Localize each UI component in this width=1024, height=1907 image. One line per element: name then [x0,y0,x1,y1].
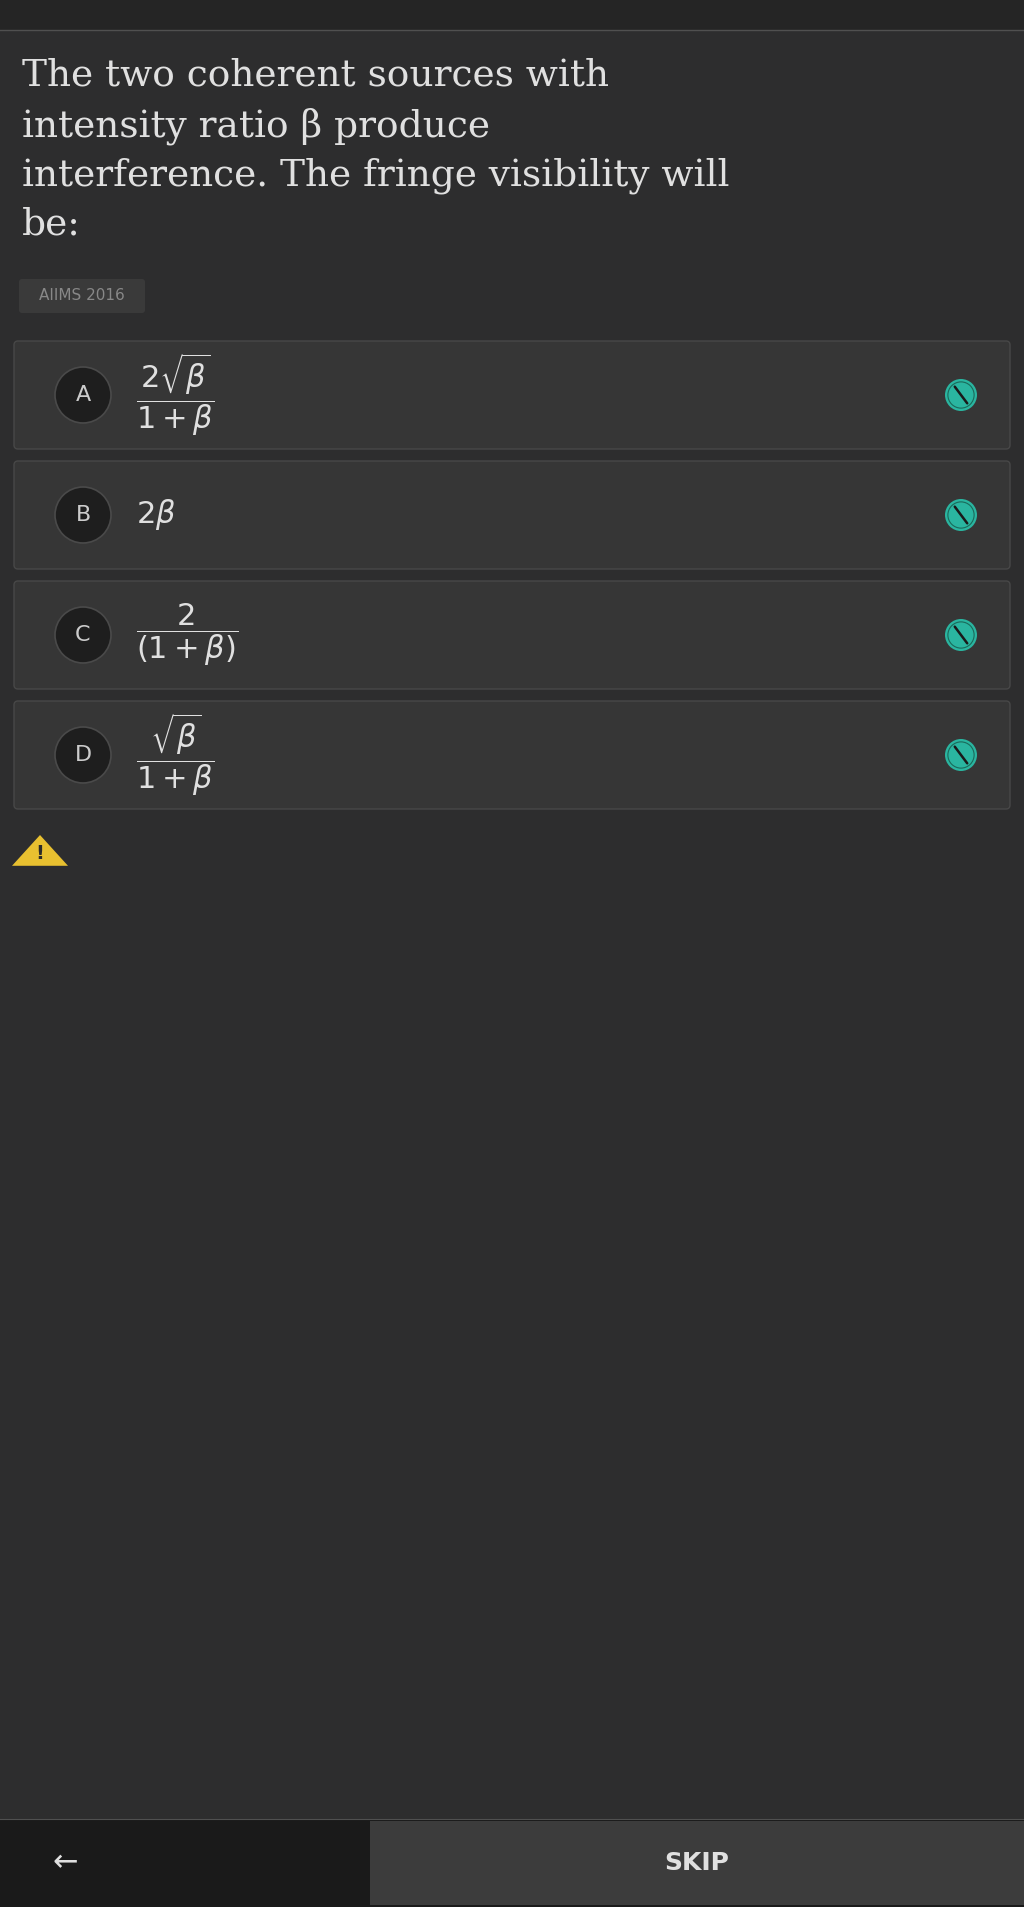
Text: $\dfrac{2}{(1+\beta)}$: $\dfrac{2}{(1+\beta)}$ [136,603,239,667]
Circle shape [55,366,111,423]
Text: The two coherent sources with
intensity ratio β produce
interference. The fringe: The two coherent sources with intensity … [22,57,729,242]
Circle shape [945,379,977,412]
FancyBboxPatch shape [14,702,1010,809]
Circle shape [55,727,111,784]
Circle shape [945,500,977,530]
FancyBboxPatch shape [370,1821,1024,1905]
Text: D: D [75,746,91,765]
FancyBboxPatch shape [19,278,145,313]
FancyBboxPatch shape [14,341,1010,448]
Polygon shape [12,835,68,866]
Circle shape [55,606,111,664]
FancyBboxPatch shape [0,1819,1024,1907]
Text: SKIP: SKIP [665,1852,729,1875]
Text: C: C [75,625,91,645]
FancyBboxPatch shape [14,461,1010,568]
FancyBboxPatch shape [14,582,1010,688]
Text: $\dfrac{\sqrt{\beta}}{1+\beta}$: $\dfrac{\sqrt{\beta}}{1+\beta}$ [136,711,214,799]
Text: $\dfrac{2\sqrt{\beta}}{1+\beta}$: $\dfrac{2\sqrt{\beta}}{1+\beta}$ [136,351,214,439]
Circle shape [945,740,977,770]
FancyBboxPatch shape [0,0,1024,31]
Text: $2\beta$: $2\beta$ [136,498,176,532]
Circle shape [945,620,977,650]
Text: A: A [76,385,91,404]
Text: AIIMS 2016: AIIMS 2016 [39,288,125,303]
Text: ←: ← [52,1848,78,1878]
Text: !: ! [36,843,44,862]
Text: B: B [76,505,91,524]
Circle shape [55,486,111,543]
